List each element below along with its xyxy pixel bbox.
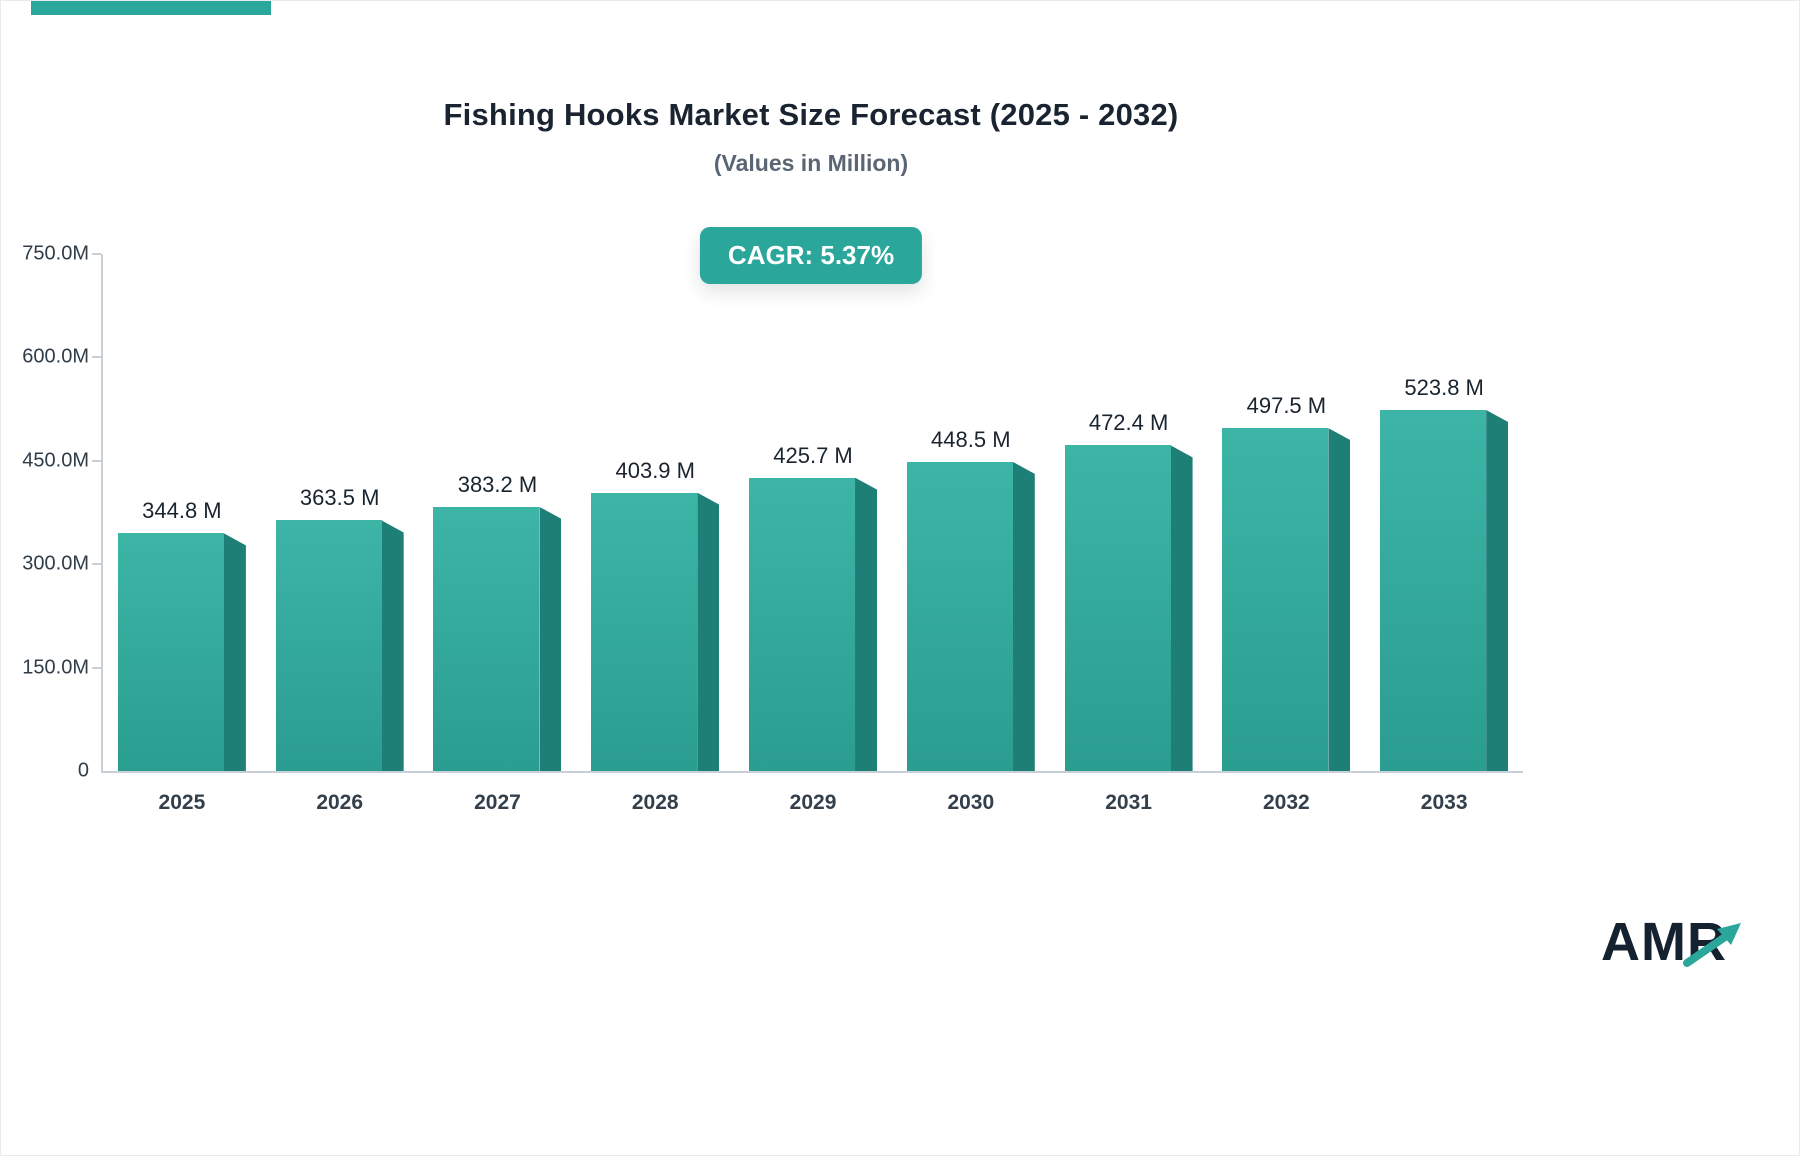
- bar: [1064, 445, 1193, 771]
- bar-face: [433, 506, 540, 771]
- bar-face: [1380, 409, 1487, 771]
- bar-value-label: 344.8 M: [142, 498, 222, 524]
- y-tick-mark: [92, 666, 101, 669]
- bar-group-2030: 448.5 M 2030: [892, 254, 1050, 814]
- bar-face: [749, 477, 856, 771]
- bar-value-label: 448.5 M: [931, 426, 1011, 452]
- bars: 344.8 M 2025 363.5 M 2026 383.2 M 2027 403.9 M…: [103, 254, 1523, 814]
- x-axis-label: 2031: [1105, 791, 1152, 814]
- bar-group-2031: 472.4 M 2031: [1050, 254, 1208, 814]
- bar-group-2032: 497.5 M 2032: [1207, 254, 1365, 814]
- x-axis-label: 2033: [1420, 791, 1468, 814]
- logo-text: AMR: [1601, 912, 1727, 972]
- y-tick-label: 300.0M: [22, 552, 89, 575]
- bar-side: [1170, 445, 1193, 771]
- bar-face: [1064, 445, 1171, 771]
- bar-value-label: 383.2 M: [457, 471, 538, 497]
- cagr-badge: CAGR: 5.37%: [699, 227, 923, 284]
- bar-value-label: 403.9 M: [615, 457, 695, 483]
- bar-face: [1222, 428, 1329, 771]
- chart-title: Fishing Hooks Market Size Forecast (2025…: [443, 97, 1179, 132]
- bar: [1222, 428, 1351, 771]
- y-tick-label: 150.0M: [22, 656, 89, 679]
- bar-group-2029: 425.7 M 2029: [734, 254, 892, 814]
- y-tick-label: 750.0M: [22, 242, 89, 265]
- y-tick-label: 450.0M: [22, 449, 89, 472]
- bar-side: [1328, 428, 1351, 771]
- bar: [275, 520, 404, 771]
- bar-face: [117, 533, 224, 771]
- x-axis-label: 2029: [789, 791, 837, 814]
- bar-side: [381, 520, 404, 771]
- bar-group-2028: 403.9 M 2028: [576, 254, 734, 814]
- bar-face: [591, 492, 698, 771]
- bar-side: [855, 477, 878, 771]
- bar-value-label: 363.5 M: [299, 485, 380, 511]
- bar: [591, 492, 720, 771]
- bar-side: [1486, 409, 1509, 771]
- bar-group-2025: 344.8 M 2025: [103, 254, 261, 814]
- bar: [433, 506, 562, 771]
- bar-side: [697, 492, 720, 771]
- x-axis-label: 2026: [316, 791, 364, 814]
- amr-logo: AMR: [1601, 912, 1741, 972]
- bar-group-2033: 523.8 M 2033: [1365, 254, 1523, 814]
- bar-value-label: 523.8 M: [1404, 374, 1484, 400]
- bar-side: [1012, 461, 1035, 771]
- bar-side: [539, 506, 562, 771]
- bar-value-label: 472.4 M: [1088, 410, 1169, 436]
- y-tick-mark: [92, 459, 101, 462]
- y-tick-mark: [92, 563, 101, 566]
- plot-area: 750.0M 600.0M 450.0M 300.0M 150.0M 0 344.8 M 2…: [22, 243, 1523, 814]
- x-axis-label: 2025: [158, 791, 206, 814]
- bar: [749, 477, 878, 771]
- x-axis-label: 2032: [1263, 791, 1310, 814]
- bar: [906, 461, 1035, 771]
- bar-side: [223, 533, 246, 771]
- y-tick-mark: [92, 356, 101, 359]
- y-tick-label: 600.0M: [22, 345, 89, 368]
- top-accent-bar: [31, 1, 271, 15]
- bar-face: [275, 520, 382, 771]
- y-tick-mark: [92, 253, 101, 255]
- y-tick-label: 0: [77, 759, 89, 782]
- bar-value-label: 425.7 M: [773, 442, 853, 468]
- bar: [1380, 409, 1509, 771]
- bar-value-label: 497.5 M: [1246, 393, 1327, 419]
- x-axis-label: 2027: [474, 791, 521, 814]
- bar-group-2026: 363.5 M 2026: [261, 254, 419, 814]
- x-axis-label: 2030: [947, 791, 995, 814]
- x-axis-label: 2028: [631, 791, 679, 814]
- bar-group-2027: 383.2 M 2027: [419, 254, 577, 814]
- bar-face: [906, 461, 1013, 771]
- bar: [117, 533, 246, 771]
- growth-arrow-icon: [1683, 923, 1741, 967]
- chart-subtitle: (Values in Million): [713, 150, 909, 176]
